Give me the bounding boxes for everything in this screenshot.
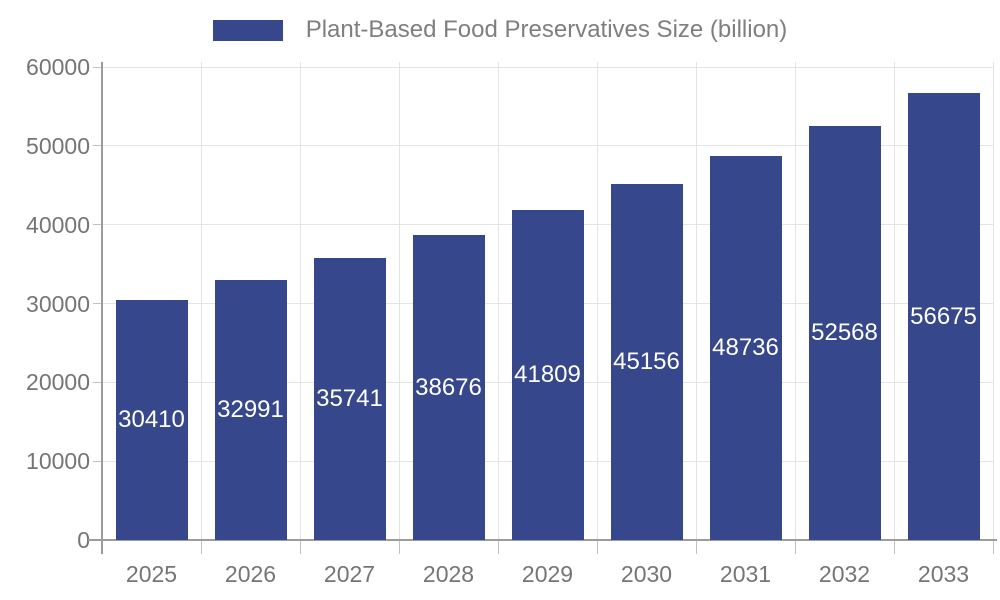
gridline-vertical	[596, 62, 598, 540]
gridline-horizontal	[102, 66, 993, 68]
y-axis-tick	[93, 224, 102, 226]
gridline-vertical	[497, 62, 499, 540]
x-axis-tick	[299, 541, 301, 554]
bar	[511, 210, 584, 540]
legend-swatch	[212, 19, 283, 41]
y-axis-tick	[93, 460, 102, 462]
y-axis-tick-label: 20000	[26, 369, 90, 396]
y-axis-tick-label: 0	[77, 527, 90, 553]
bar-value-label: 41809	[514, 361, 581, 389]
x-axis-tick-label: 2026	[224, 561, 277, 587]
bar	[808, 125, 881, 540]
gridline-vertical	[695, 62, 697, 540]
y-axis-tick-label: 30000	[26, 290, 90, 317]
bar	[115, 300, 188, 540]
x-axis-tick-label: 2033	[917, 561, 970, 587]
x-axis-tick	[893, 541, 895, 554]
y-axis-tick-label: 50000	[26, 132, 90, 159]
bar	[313, 258, 386, 540]
x-axis-tick	[200, 541, 202, 554]
gridline-vertical	[893, 62, 895, 540]
y-axis-line	[101, 62, 103, 554]
bar-value-label: 56675	[910, 302, 977, 330]
bar-value-label: 30410	[118, 406, 185, 434]
bar-value-label: 38676	[415, 373, 482, 401]
x-axis-tick-label: 2031	[719, 561, 772, 587]
x-axis-tick	[794, 541, 796, 554]
x-axis-tick	[398, 541, 400, 554]
bar	[907, 93, 980, 540]
gridline-vertical	[299, 62, 301, 540]
bar-value-label: 52568	[811, 318, 878, 346]
bar	[412, 235, 485, 540]
gridline-horizontal	[102, 145, 993, 147]
bar-value-label: 32991	[217, 395, 284, 423]
x-axis-line	[88, 539, 997, 541]
x-axis-tick-label: 2027	[323, 561, 376, 587]
bar	[610, 184, 683, 540]
y-axis-tick	[93, 303, 102, 304]
y-axis-tick	[93, 145, 102, 147]
bar-value-label: 45156	[613, 348, 680, 375]
y-axis-tick-label: 60000	[26, 54, 90, 80]
gridline-vertical	[992, 62, 994, 540]
bar	[709, 155, 782, 540]
gridline-vertical	[200, 62, 202, 540]
x-axis-tick	[992, 541, 994, 554]
x-axis-tick-label: 2032	[818, 561, 871, 587]
x-axis-tick-label: 2029	[521, 561, 574, 587]
x-axis-tick	[695, 541, 697, 554]
y-axis-tick-label: 40000	[26, 211, 90, 238]
y-axis-tick	[93, 381, 102, 383]
x-axis-tick-label: 2025	[125, 561, 178, 587]
gridline-vertical	[398, 62, 400, 540]
bar-value-label: 35741	[316, 385, 383, 413]
x-axis-tick-label: 2030	[620, 561, 673, 587]
x-axis-tick-label: 2028	[422, 561, 475, 587]
x-axis-tick	[596, 541, 598, 554]
y-axis-tick-label: 10000	[26, 448, 90, 475]
gridline-vertical	[794, 62, 796, 540]
legend: Plant-Based Food Preservatives Size (bil…	[0, 12, 1000, 48]
bar-value-label: 48736	[712, 333, 779, 361]
bar	[214, 279, 287, 540]
y-axis-tick	[93, 66, 102, 68]
legend-label: Plant-Based Food Preservatives Size (bil…	[305, 16, 788, 43]
x-axis-tick	[497, 541, 499, 554]
